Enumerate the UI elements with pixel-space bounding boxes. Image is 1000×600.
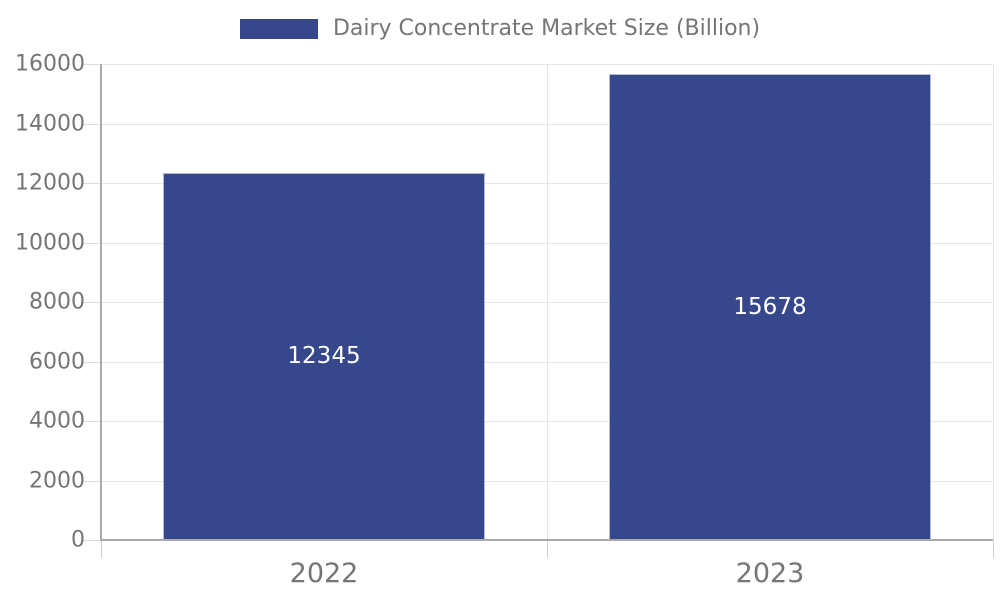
gridline-x-2 — [993, 64, 994, 540]
legend[interactable]: Dairy Concentrate Market Size (Billion) — [0, 16, 1000, 41]
y-axis-line — [100, 64, 102, 541]
gridline-x-1 — [547, 64, 548, 540]
y-tick-12000 — [83, 183, 101, 184]
legend-swatch — [239, 18, 318, 39]
y-axis-label-0: 0 — [71, 527, 85, 553]
bar-value-label-2022: 12345 — [287, 343, 361, 370]
y-axis-label-2000: 2000 — [29, 468, 85, 493]
x-axis-label-2022: 2022 — [289, 558, 359, 589]
y-axis-label-12000: 12000 — [15, 170, 85, 196]
bar-value-label-2023: 15678 — [733, 293, 807, 320]
y-axis-label-10000: 10000 — [15, 230, 85, 255]
x-axis-line — [100, 539, 993, 541]
y-tick-10000 — [83, 242, 101, 244]
y-axis-label-4000: 4000 — [29, 408, 85, 434]
x-axis-label-2023: 2023 — [735, 558, 805, 589]
x-tick-1 — [547, 540, 548, 558]
y-tick-16000 — [83, 64, 101, 65]
x-tick-0 — [101, 540, 102, 558]
y-tick-0 — [83, 540, 101, 541]
x-tick-2 — [993, 540, 994, 558]
y-tick-6000 — [83, 361, 101, 363]
bar-2023[interactable] — [609, 73, 931, 540]
y-axis-label-14000: 14000 — [15, 111, 85, 136]
y-axis-label-6000: 6000 — [29, 349, 85, 374]
y-tick-8000 — [83, 302, 101, 303]
y-tick-4000 — [83, 421, 101, 422]
y-axis-label-8000: 8000 — [29, 289, 85, 315]
y-axis-label-16000: 16000 — [15, 51, 85, 77]
bar-2022[interactable] — [163, 172, 485, 540]
y-tick-14000 — [83, 123, 101, 125]
y-tick-2000 — [83, 480, 101, 482]
legend-label: Dairy Concentrate Market Size (Billion) — [332, 16, 761, 41]
